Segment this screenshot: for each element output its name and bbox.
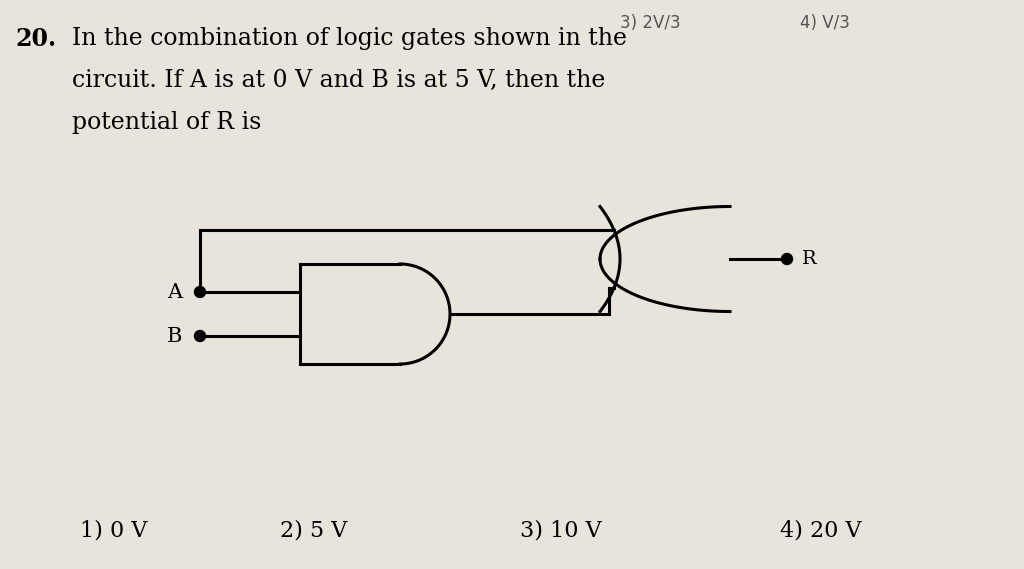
Text: circuit. If A is at 0 V and B is at 5 V, then the: circuit. If A is at 0 V and B is at 5 V,… — [72, 69, 605, 92]
Circle shape — [781, 254, 793, 265]
Text: A: A — [167, 282, 182, 302]
Text: 4) 20 V: 4) 20 V — [780, 520, 861, 542]
Text: 20.: 20. — [15, 27, 56, 51]
Text: R: R — [802, 250, 817, 268]
Text: 3) 2V/3: 3) 2V/3 — [620, 14, 681, 32]
Circle shape — [195, 331, 206, 341]
Text: 3) 10 V: 3) 10 V — [520, 520, 602, 542]
Text: B: B — [167, 327, 182, 345]
Text: 1) 0 V: 1) 0 V — [80, 520, 147, 542]
Text: In the combination of logic gates shown in the: In the combination of logic gates shown … — [72, 27, 627, 50]
Circle shape — [195, 287, 206, 298]
Text: potential of R is: potential of R is — [72, 111, 261, 134]
Text: 4) V/3: 4) V/3 — [800, 14, 850, 32]
Text: 2) 5 V: 2) 5 V — [280, 520, 347, 542]
